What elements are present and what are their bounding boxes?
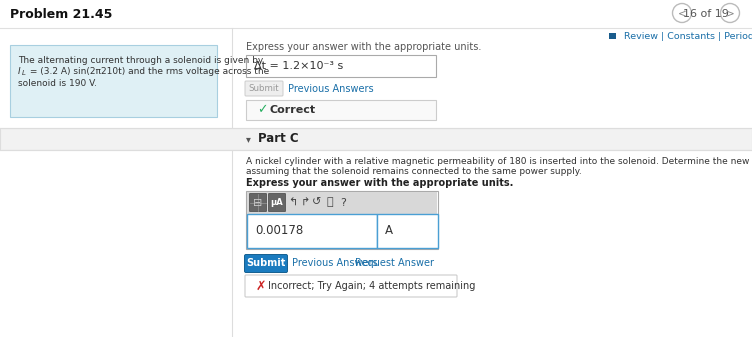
Text: = (3.2 A) sin(2π210t) and the rms voltage across the: = (3.2 A) sin(2π210t) and the rms voltag… [27,67,269,76]
Text: μA: μA [271,198,284,207]
Text: ▾: ▾ [246,134,251,144]
Text: Review | Constants | Periodic Table: Review | Constants | Periodic Table [618,32,752,41]
Text: Correct: Correct [269,105,315,115]
FancyBboxPatch shape [609,33,616,39]
Text: Submit: Submit [249,84,279,93]
Text: assuming that the solenoid remains connected to the same power supply.: assuming that the solenoid remains conne… [246,167,582,176]
Text: Request Answer: Request Answer [355,258,434,269]
Text: ↺: ↺ [312,197,322,208]
Text: The alternating current through a solenoid is given by: The alternating current through a soleno… [18,56,263,65]
FancyBboxPatch shape [245,81,283,96]
Text: ⊟: ⊟ [253,197,262,208]
FancyBboxPatch shape [250,193,266,212]
FancyBboxPatch shape [246,55,436,77]
FancyBboxPatch shape [247,192,437,214]
Text: >: > [726,8,735,19]
Text: ↰: ↰ [288,197,298,208]
Text: ✗: ✗ [256,279,266,293]
Text: Problem 21.45: Problem 21.45 [10,7,112,21]
Text: 0.00178: 0.00178 [255,224,303,238]
FancyBboxPatch shape [246,100,436,120]
FancyBboxPatch shape [268,193,286,212]
Text: Express your answer with the appropriate units.: Express your answer with the appropriate… [246,178,514,188]
FancyBboxPatch shape [246,191,438,249]
Text: ✓: ✓ [257,103,268,117]
Text: Submit: Submit [247,258,286,269]
Text: ⎙: ⎙ [326,197,333,208]
Text: 16 of 19: 16 of 19 [683,9,729,19]
Text: Express your answer with the appropriate units.: Express your answer with the appropriate… [246,42,481,52]
Text: Previous Answers: Previous Answers [292,258,378,269]
Text: L: L [22,70,26,76]
Text: I: I [18,67,20,76]
Text: A: A [385,224,393,238]
Text: Incorrect; Try Again; 4 attempts remaining: Incorrect; Try Again; 4 attempts remaini… [268,281,475,291]
Text: A nickel cylinder with a relative magnetic permeability of 180 is inserted into : A nickel cylinder with a relative magnet… [246,157,752,166]
Text: Part C: Part C [258,132,299,146]
FancyBboxPatch shape [244,254,287,273]
Text: ?: ? [340,197,346,208]
FancyBboxPatch shape [377,214,438,248]
Text: solenoid is 190 V.: solenoid is 190 V. [18,79,97,88]
FancyBboxPatch shape [0,128,752,150]
FancyBboxPatch shape [245,275,457,297]
Text: Previous Answers: Previous Answers [288,84,374,93]
FancyBboxPatch shape [10,45,217,117]
Text: ↱: ↱ [300,197,310,208]
Text: Δt = 1.2×10⁻³ s: Δt = 1.2×10⁻³ s [254,61,343,71]
Text: <: < [678,8,687,19]
FancyBboxPatch shape [247,214,377,248]
